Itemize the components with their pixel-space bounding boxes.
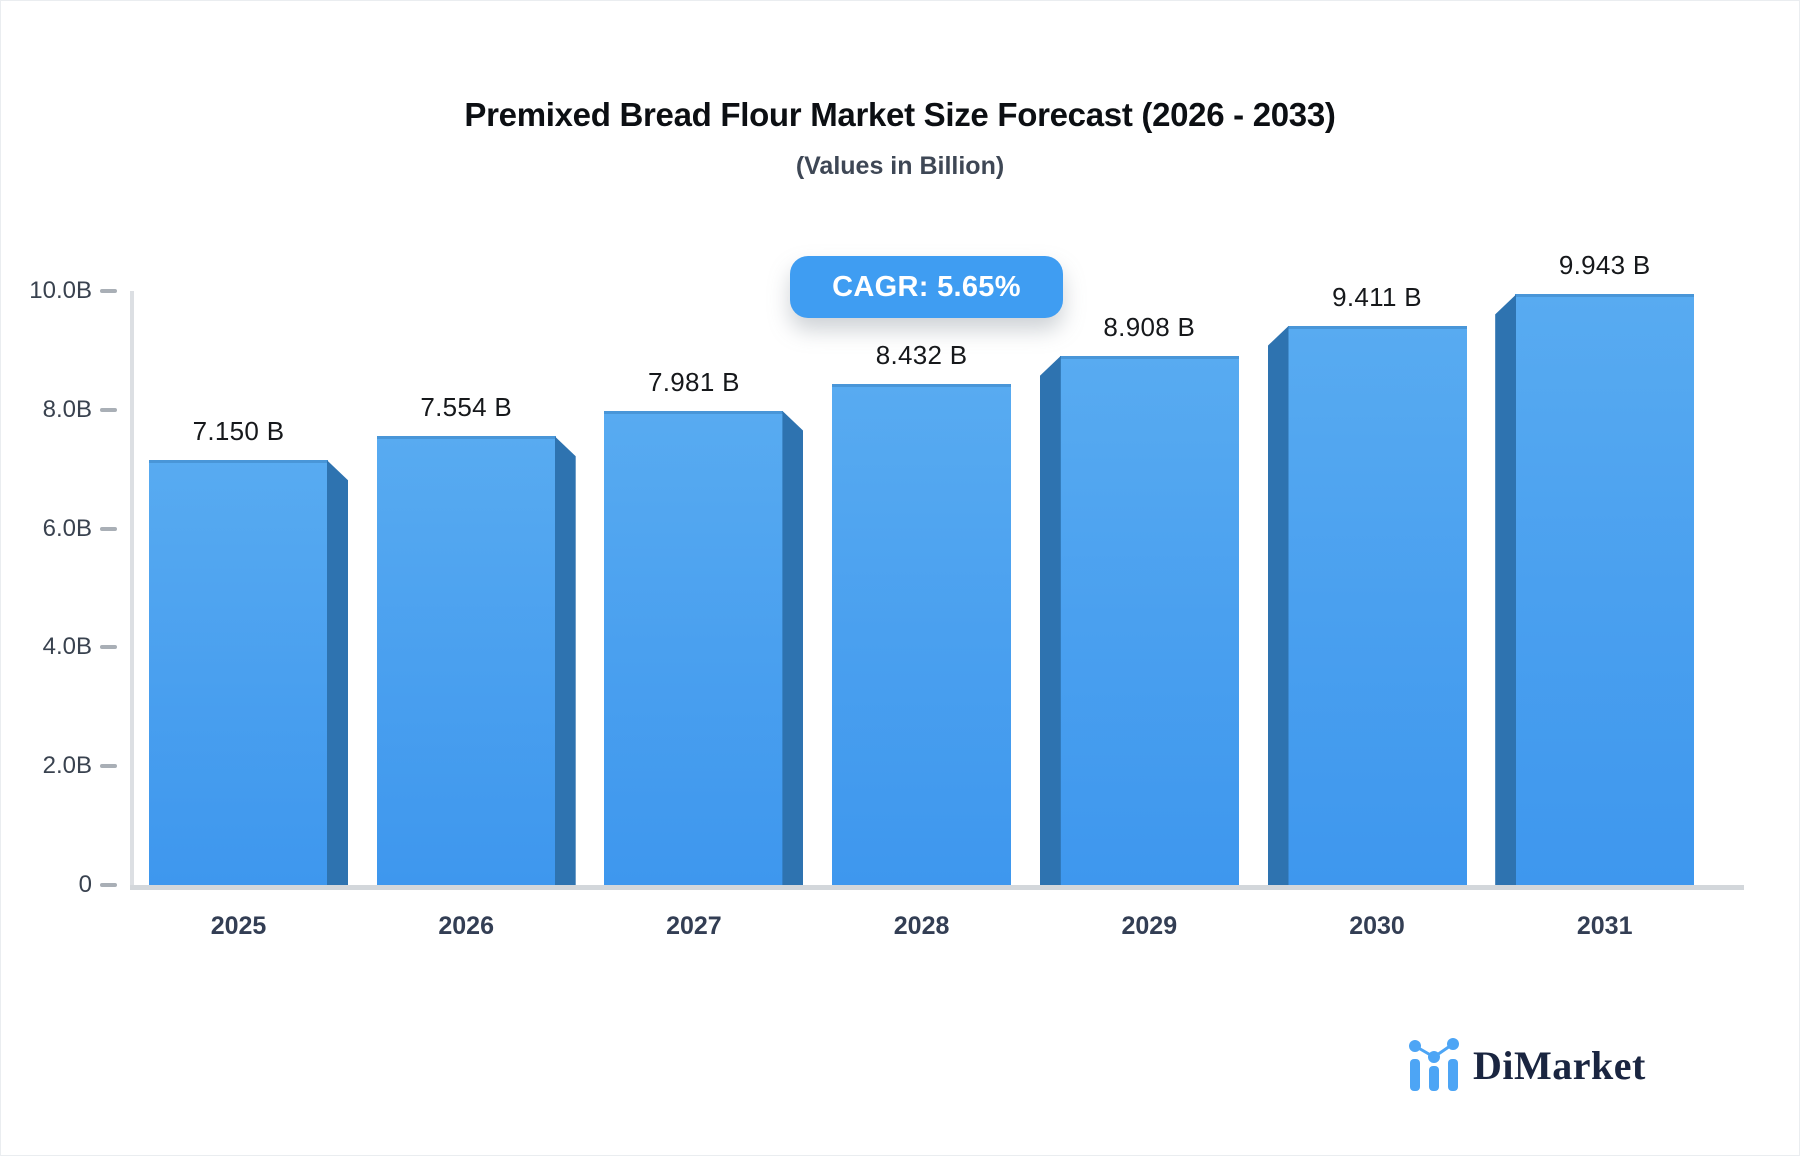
- y-axis-tick-label: 2.0B: [42, 752, 92, 780]
- bar-side-2029: [1039, 355, 1061, 885]
- bar-value-label-2028: 8.432 B: [875, 340, 968, 371]
- y-axis-tick-mark: [100, 289, 117, 293]
- x-axis-baseline: [130, 885, 1744, 890]
- bar-value-label-2029: 8.908 B: [1103, 311, 1196, 342]
- x-axis-label-2027: 2027: [666, 912, 722, 940]
- bar-value-label-2027: 7.981 B: [648, 366, 740, 397]
- chart-subtitle: (Values in Billion): [795, 152, 1005, 180]
- y-axis-tick-mark: [100, 407, 117, 412]
- y-axis-tick-label: 8.0B: [42, 395, 92, 423]
- y-axis-tick-label: 6.0B: [42, 514, 92, 542]
- y-axis-tick-label: 10.0B: [29, 277, 92, 304]
- bar-chart-logo-icon: [1406, 1034, 1462, 1097]
- bar-side-2031: [1495, 294, 1517, 885]
- x-axis-label-2031: 2031: [1576, 912, 1633, 940]
- y-axis-tick-label: 4.0B: [42, 633, 92, 661]
- x-axis-label-2029: 2029: [1121, 912, 1178, 940]
- bar-value-label-2030: 9.411 B: [1332, 281, 1422, 312]
- bar-side-2026: [554, 436, 576, 885]
- chart-header: Premixed Bread Flour Market Size Forecas…: [0, 96, 1800, 181]
- cagr-badge: CAGR: 5.65%: [790, 256, 1063, 318]
- y-axis-line: [130, 291, 134, 887]
- x-axis-label-2025: 2025: [210, 912, 267, 940]
- x-axis-label-2026: 2026: [438, 912, 494, 940]
- y-axis-tick-mark: [100, 526, 117, 531]
- y-axis-tick-label: 0: [78, 871, 92, 898]
- bar-2030: [1287, 325, 1467, 885]
- y-axis-tick-mark: [100, 645, 117, 650]
- brand-logo-text: DiMarket: [1473, 1043, 1646, 1088]
- y-axis-tick-mark: [100, 883, 117, 887]
- bar-2028: [832, 384, 1012, 885]
- brand-logo: DiMarket: [1406, 1034, 1646, 1097]
- x-axis-label-2030: 2030: [1349, 912, 1405, 940]
- bar-2027: [604, 410, 784, 885]
- bar-side-2027: [782, 410, 804, 885]
- bar-2031: [1515, 294, 1695, 885]
- bar-value-label-2026: 7.554 B: [420, 392, 513, 423]
- x-axis-label-2028: 2028: [893, 912, 950, 940]
- bar-2026: [376, 436, 556, 885]
- bar-2029: [1059, 355, 1239, 885]
- cagr-badge-label: CAGR: 5.65%: [832, 270, 1021, 303]
- bar-value-label-2031: 9.943 B: [1558, 250, 1651, 281]
- bar-side-2030: [1267, 325, 1289, 885]
- bar-side-2025: [327, 460, 348, 885]
- bar-2025: [149, 460, 328, 885]
- chart-title: Premixed Bread Flour Market Size Forecas…: [464, 96, 1336, 133]
- y-axis-tick-mark: [100, 764, 117, 769]
- bar-value-label-2025: 7.150 B: [192, 416, 285, 447]
